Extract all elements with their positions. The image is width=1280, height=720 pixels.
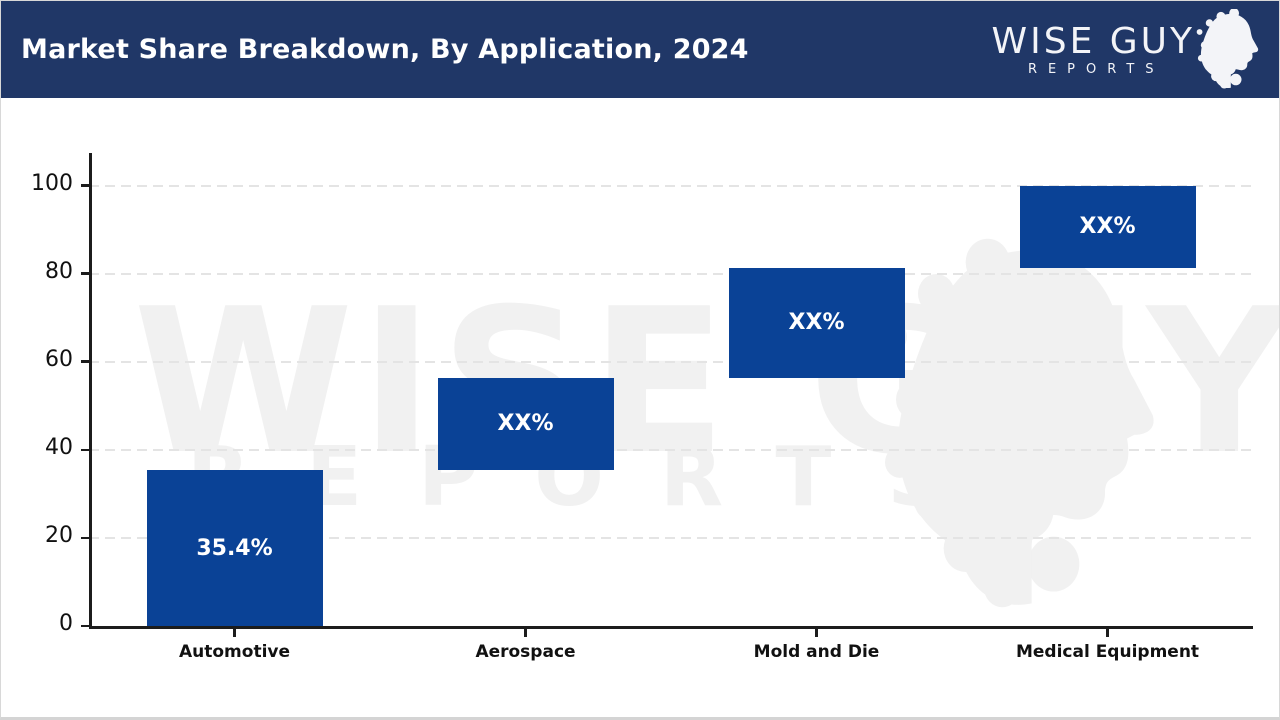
y-tick-label: 0 xyxy=(59,611,73,636)
page-title: Market Share Breakdown, By Application, … xyxy=(21,34,749,65)
y-tick-mark xyxy=(81,624,89,628)
gridline xyxy=(89,448,1253,451)
x-tick-mark xyxy=(1106,628,1109,637)
chart-area: 0 20 40 60 80 100 Automotive 35.4% Aerospace XX% M… xyxy=(1,98,1279,717)
y-tick-label: 60 xyxy=(45,346,73,372)
y-tick-label: 40 xyxy=(45,434,73,460)
y-tick-mark xyxy=(81,184,89,187)
x-tick-mark xyxy=(815,628,818,637)
x-category-label: Automotive xyxy=(178,642,291,662)
y-tick-label: 20 xyxy=(45,522,73,548)
gridline xyxy=(89,184,1253,187)
bar-value-label: XX% xyxy=(788,310,845,336)
bar-value-label: XX% xyxy=(1079,214,1136,240)
logo-face-icon xyxy=(1196,8,1259,89)
bar: XX% xyxy=(728,267,905,378)
gridline xyxy=(89,360,1253,363)
header-bar: Market Share Breakdown, By Application, … xyxy=(1,1,1279,98)
bar: 35.4% xyxy=(146,470,323,626)
y-axis-spine xyxy=(89,153,92,629)
bar-value-label: 35.4% xyxy=(196,535,273,561)
y-tick-label: 80 xyxy=(45,258,73,284)
gridline xyxy=(89,536,1253,539)
x-category-label: Medical Equipment xyxy=(1015,642,1200,662)
x-axis-spine xyxy=(89,626,1253,629)
logo-wiseguy-label: WISE GUY xyxy=(991,20,1195,62)
y-tick-mark xyxy=(81,536,89,540)
bar: XX% xyxy=(1019,185,1196,268)
y-tick-mark xyxy=(81,360,89,363)
y-tick-label: 100 xyxy=(31,170,73,196)
gridline xyxy=(89,272,1253,275)
brand-logo-text: WISE GUY REPORTS xyxy=(991,20,1196,77)
x-category-label: Mold and Die xyxy=(753,642,880,662)
bar: XX% xyxy=(437,377,614,471)
brand-logo: WISE GUY REPORTS xyxy=(992,1,1268,98)
logo-reports-label: REPORTS xyxy=(1027,61,1165,77)
y-tick-mark xyxy=(81,272,89,275)
x-category-label: Aerospace xyxy=(475,642,576,662)
x-tick-mark xyxy=(233,628,236,637)
y-tick-mark xyxy=(81,448,89,452)
bar-value-label: XX% xyxy=(497,411,554,437)
x-tick-mark xyxy=(524,628,527,637)
